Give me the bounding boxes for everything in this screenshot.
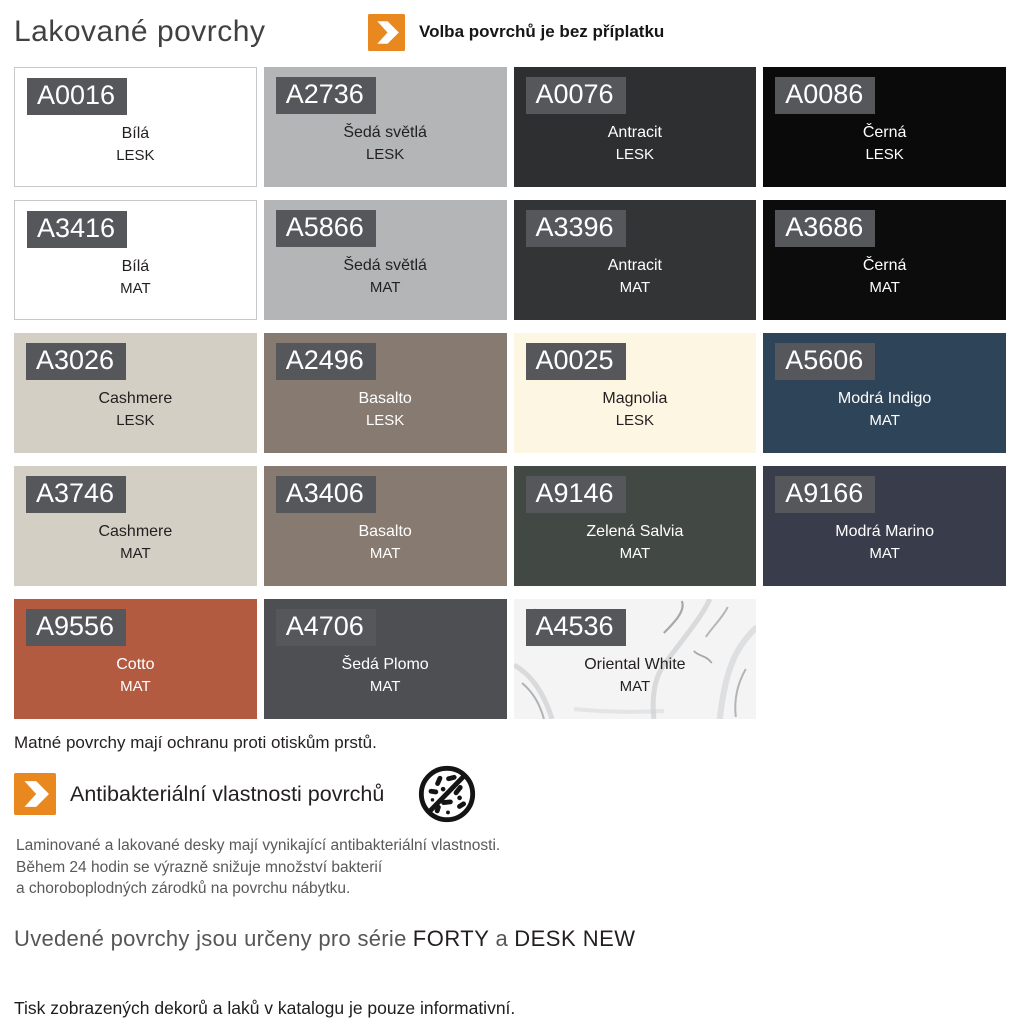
swatch-code-badge: A9166 xyxy=(775,476,876,514)
swatch-finish: MAT xyxy=(619,279,651,297)
swatch-grid: A0016 Bílá LESK A2736 Šedá světlá LESK A… xyxy=(14,67,1006,719)
swatch-name: Cashmere xyxy=(98,523,173,541)
swatch-code-badge: A0025 xyxy=(525,343,626,381)
antibacterial-header-row: Antibakteriální vlastnosti povrchů xyxy=(14,763,1006,825)
description-line: a choroboplodných zárodků na povrchu náb… xyxy=(16,880,351,898)
color-swatch: A2496 Basalto LESK xyxy=(263,333,507,453)
swatch-finish: LESK xyxy=(615,412,655,430)
chevron-arrow-icon xyxy=(14,773,56,815)
color-swatch: A3746 Cashmere MAT xyxy=(14,466,257,586)
description-line: Laminované a lakované desky mají vynikaj… xyxy=(16,837,501,854)
swatch-finish: MAT xyxy=(869,279,900,297)
swatch-name: Šedá světlá xyxy=(343,257,427,275)
swatch-code-badge: A3026 xyxy=(26,343,127,381)
color-swatch: A0086 Černá LESK xyxy=(763,67,1006,187)
swatch-name: Zelená Salvia xyxy=(586,523,684,541)
swatch-finish: LESK xyxy=(365,146,405,164)
color-swatch: A0076 Antracit LESK xyxy=(513,67,757,187)
swatch-code-badge: A0016 xyxy=(27,78,128,116)
color-swatch: A0025 Magnolia LESK xyxy=(513,333,757,453)
catalog-page: Lakované povrchy Volba povrchů je bez př… xyxy=(0,10,1020,1019)
swatch-finish: LESK xyxy=(116,412,155,430)
color-swatch: A3406 Basalto MAT xyxy=(263,466,507,586)
color-swatch: A9556 Cotto MAT xyxy=(14,599,257,719)
swatch-code-badge: A9146 xyxy=(525,476,626,514)
swatch-finish: MAT xyxy=(369,678,401,696)
color-swatch: A4536 Oriental White MAT xyxy=(513,599,757,719)
swatch-name: Cashmere xyxy=(98,390,173,408)
swatch-code-badge: A3746 xyxy=(26,476,127,514)
swatch-name: Basalto xyxy=(358,390,412,408)
swatch-code-badge: A0086 xyxy=(775,77,876,115)
swatch-name: Modrá Marino xyxy=(835,523,934,541)
swatch-finish: MAT xyxy=(120,545,151,563)
swatch-finish: MAT xyxy=(869,412,900,430)
swatch-code-badge: A4706 xyxy=(275,609,376,647)
swatch-finish: LESK xyxy=(615,146,655,164)
swatch-finish: LESK xyxy=(116,147,155,165)
swatch-code-badge: A0076 xyxy=(525,77,626,115)
swatch-finish: MAT xyxy=(120,280,151,298)
swatch-code-badge: A3686 xyxy=(775,210,876,248)
swatch-name: Šedá Plomo xyxy=(341,656,429,674)
swatch-code-badge: A3406 xyxy=(275,476,376,514)
color-swatch: A9166 Modrá Marino MAT xyxy=(763,466,1006,586)
swatch-code-badge: A9556 xyxy=(26,609,127,647)
color-swatch: A3686 Černá MAT xyxy=(763,200,1006,320)
swatch-name: Antracit xyxy=(607,124,662,142)
color-swatch: A3396 Antracit MAT xyxy=(513,200,757,320)
swatch-name: Černá xyxy=(862,257,907,275)
swatch-code-badge: A3416 xyxy=(27,211,128,249)
series-note: Uvedené povrchy jsou určeny pro série FO… xyxy=(14,926,1006,952)
color-swatch: A5866 Šedá světlá MAT xyxy=(263,200,507,320)
swatch-code-badge: A5606 xyxy=(775,343,876,381)
antibacterial-heading: Antibakteriální vlastnosti povrchů xyxy=(70,781,385,806)
swatch-name: Cotto xyxy=(116,656,155,674)
color-swatch: A3416 Bílá MAT xyxy=(14,200,257,320)
swatch-finish: MAT xyxy=(369,545,401,563)
swatch-code-badge: A2496 xyxy=(275,343,376,381)
no-surcharge-note: Volba povrchů je bez příplatku xyxy=(419,22,665,41)
swatch-finish: MAT xyxy=(619,678,651,696)
swatch-name: Magnolia xyxy=(602,390,668,408)
swatch-name: Černá xyxy=(862,124,907,142)
swatch-name: Basalto xyxy=(358,523,412,541)
series-note-prefix: Uvedené povrchy jsou určeny pro série xyxy=(14,926,407,952)
footer-disclaimer: Tisk zobrazených dekorů a laků v katalog… xyxy=(14,998,516,1019)
swatch-name: Bílá xyxy=(121,125,150,143)
swatch-finish: LESK xyxy=(865,146,904,164)
marble-texture xyxy=(513,599,757,719)
swatch-name: Oriental White xyxy=(584,656,686,674)
color-swatch: A9146 Zelená Salvia MAT xyxy=(513,466,757,586)
series-note-conjunction: a xyxy=(495,926,509,952)
swatch-code-badge: A2736 xyxy=(275,77,376,115)
page-title: Lakované povrchy xyxy=(14,15,266,48)
color-swatch: A4706 Šedá Plomo MAT xyxy=(263,599,507,719)
matte-protection-note: Matné povrchy mají ochranu proti otiskům… xyxy=(14,733,377,752)
swatch-code-badge: A3396 xyxy=(525,210,626,248)
page-header: Lakované povrchy Volba povrchů je bez př… xyxy=(14,10,1006,54)
swatch-finish: MAT xyxy=(120,678,151,696)
swatch-code-badge: A5866 xyxy=(275,210,376,248)
swatch-name: Šedá světlá xyxy=(343,124,427,142)
color-swatch: A2736 Šedá světlá LESK xyxy=(263,67,507,187)
color-swatch: A5606 Modrá Indigo MAT xyxy=(763,333,1006,453)
swatch-finish: MAT xyxy=(369,279,401,297)
swatch-name: Antracit xyxy=(607,257,662,275)
swatch-finish: MAT xyxy=(619,545,651,563)
description-line: Během 24 hodin se výrazně snižuje množst… xyxy=(16,858,383,876)
swatch-finish: LESK xyxy=(365,412,405,430)
color-swatch: A0016 Bílá LESK xyxy=(14,67,257,187)
swatch-name: Modrá Indigo xyxy=(837,390,932,408)
antibacterial-description: Laminované a lakované desky mají vynikaj… xyxy=(14,835,1006,900)
no-bacteria-icon xyxy=(419,765,476,823)
series-name-desk-new: DESK NEW xyxy=(514,926,636,952)
swatch-code-badge: A4536 xyxy=(525,609,626,647)
swatch-finish: MAT xyxy=(869,545,900,563)
color-swatch: A3026 Cashmere LESK xyxy=(14,333,257,453)
series-name-forty: FORTY xyxy=(412,926,490,952)
chevron-arrow-icon xyxy=(368,13,405,51)
swatch-name: Bílá xyxy=(121,258,150,276)
